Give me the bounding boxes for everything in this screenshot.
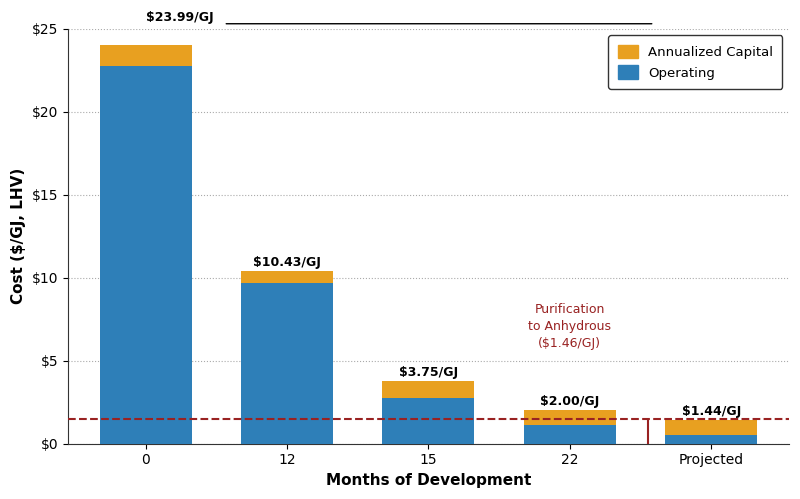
X-axis label: Months of Development: Months of Development	[326, 473, 531, 488]
Text: $1.44/GJ: $1.44/GJ	[682, 405, 741, 418]
Bar	[382, 398, 474, 444]
Bar	[382, 381, 474, 398]
Bar	[665, 435, 757, 444]
Bar	[100, 45, 191, 66]
Bar	[241, 283, 333, 444]
Bar	[100, 66, 191, 444]
Text: $10.43/GJ: $10.43/GJ	[253, 255, 321, 268]
Text: Purification
to Anhydrous
($1.46/GJ): Purification to Anhydrous ($1.46/GJ)	[528, 302, 611, 349]
Y-axis label: Cost ($/GJ, LHV): Cost ($/GJ, LHV)	[11, 168, 26, 304]
Text: $23.99/GJ: $23.99/GJ	[146, 11, 214, 24]
Bar	[524, 425, 616, 444]
Text: $3.75/GJ: $3.75/GJ	[399, 366, 458, 379]
Text: $2.00/GJ: $2.00/GJ	[540, 395, 599, 408]
Bar	[665, 420, 757, 435]
Bar	[241, 270, 333, 283]
Legend: Annualized Capital, Operating: Annualized Capital, Operating	[609, 35, 782, 89]
Bar	[524, 410, 616, 425]
